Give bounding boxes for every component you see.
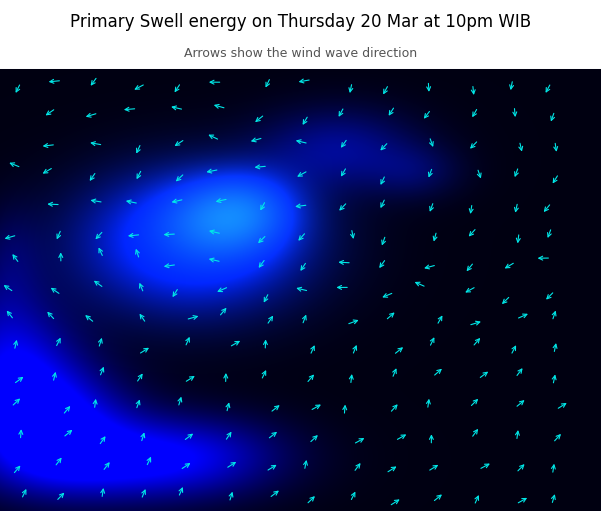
Text: Arrows show the wind wave direction: Arrows show the wind wave direction <box>184 48 417 60</box>
Text: Primary Swell energy on Thursday 20 Mar at 10pm WIB: Primary Swell energy on Thursday 20 Mar … <box>70 13 531 31</box>
